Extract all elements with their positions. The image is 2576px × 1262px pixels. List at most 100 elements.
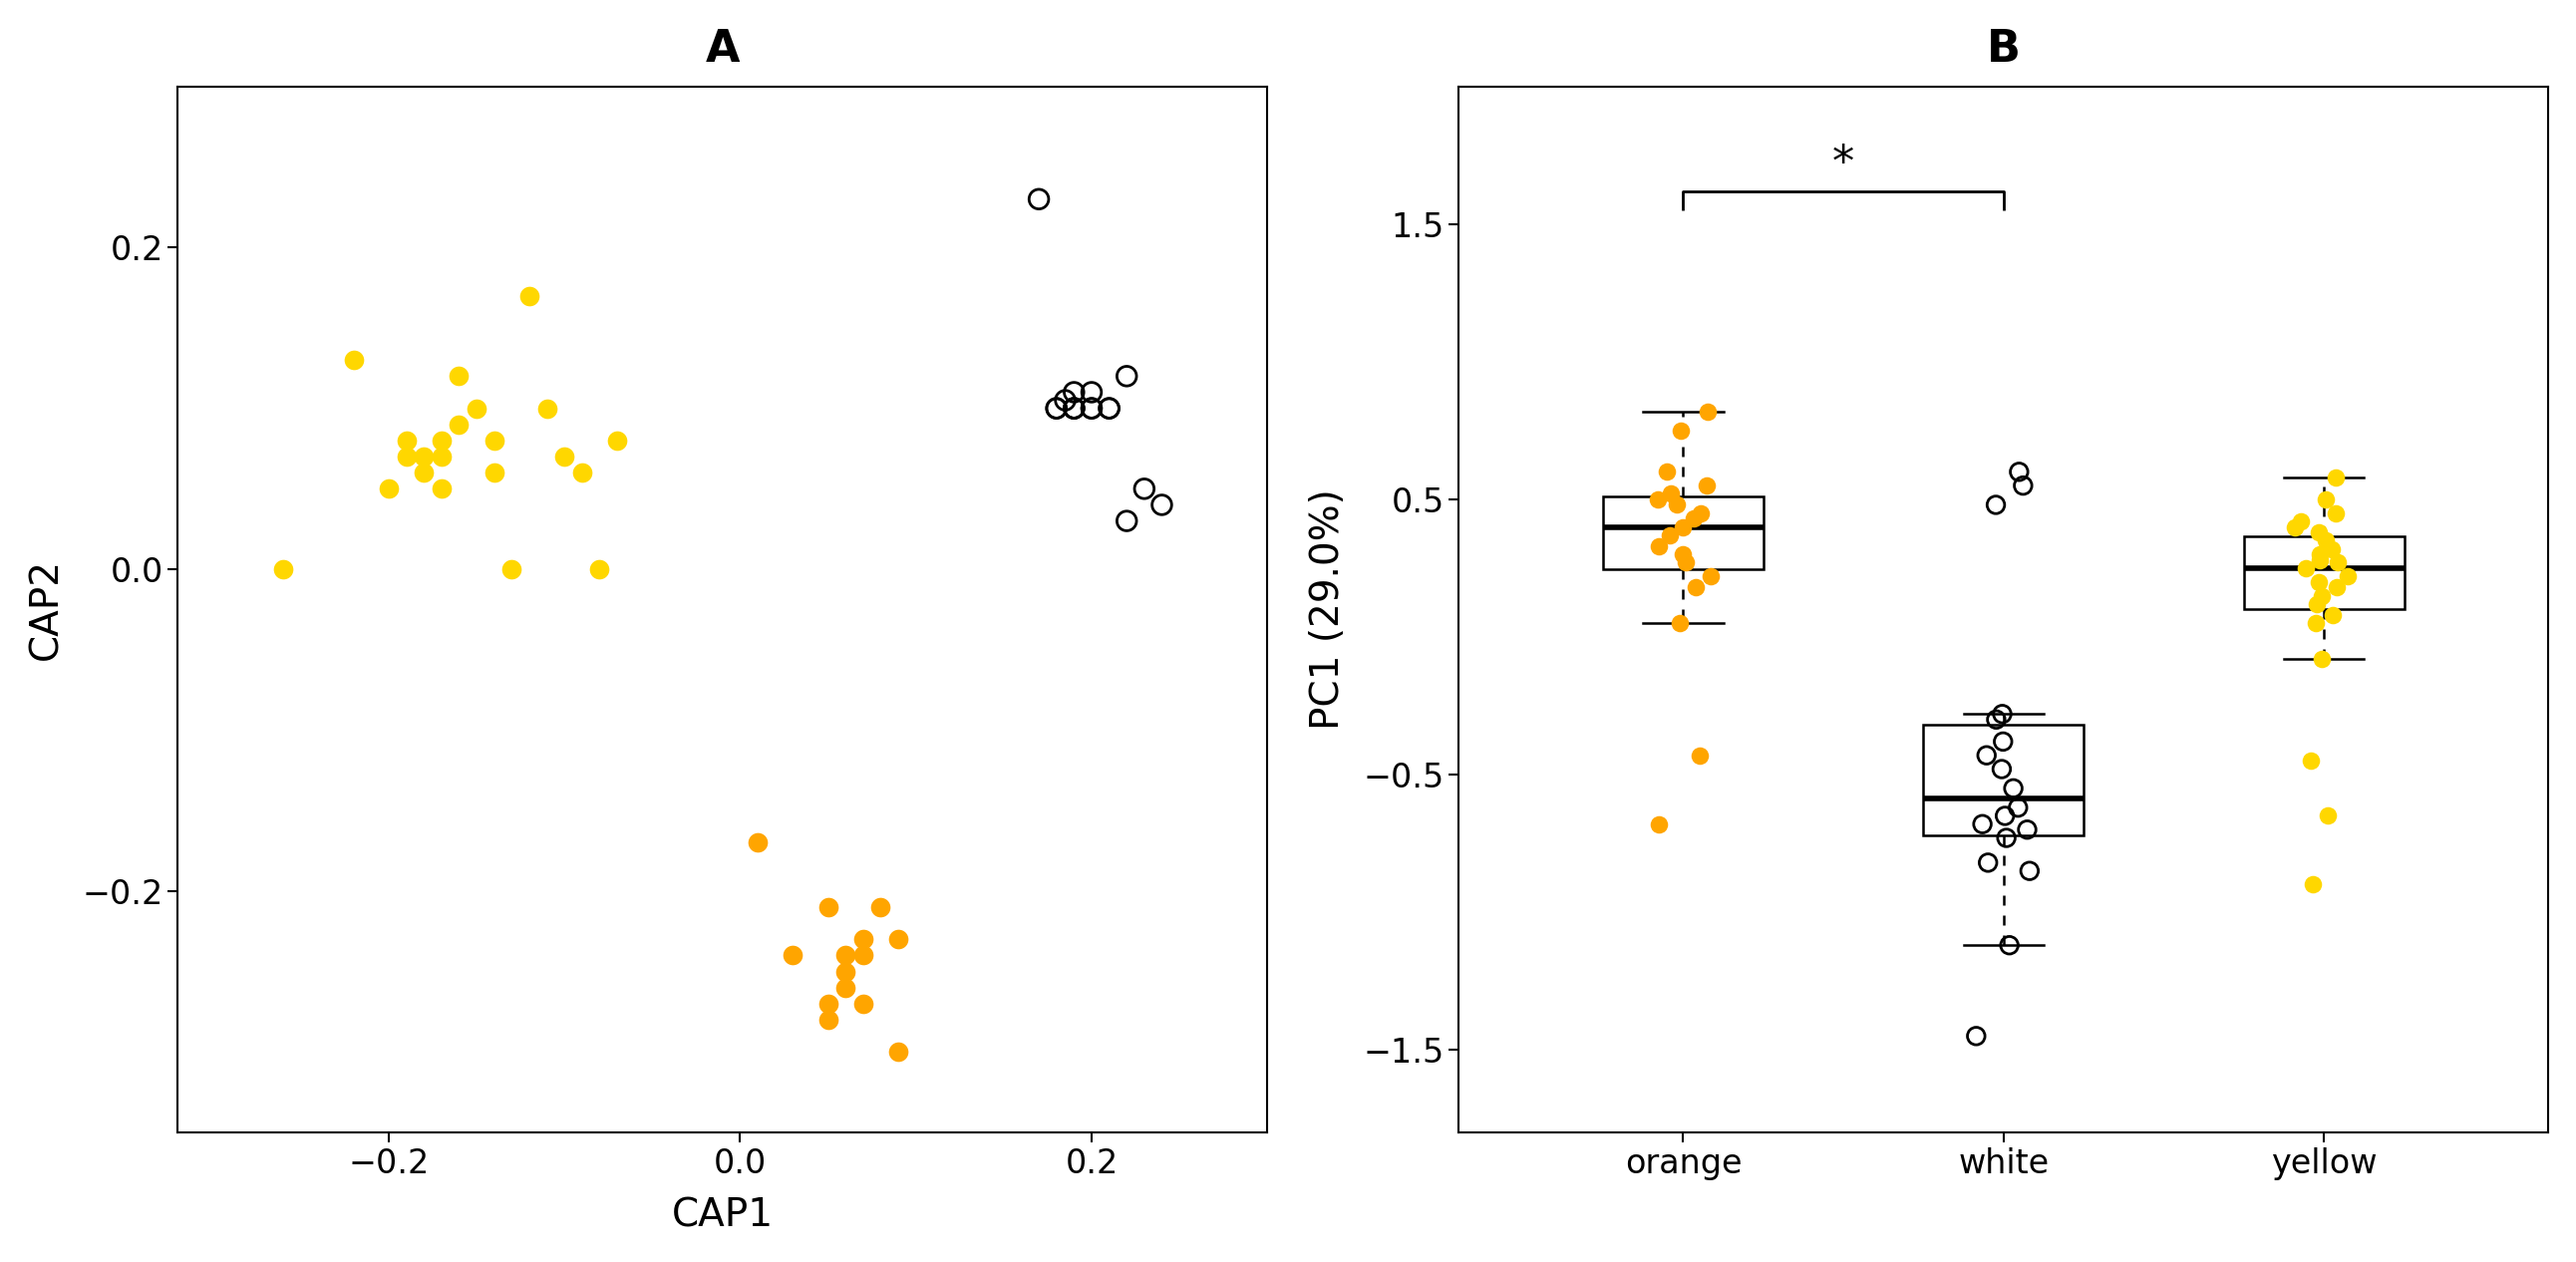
Point: [2300, 586, 2342, 606]
Point: [2009, 861, 2050, 881]
Point: [842, 929, 884, 949]
Point: [1054, 382, 1095, 403]
Point: [2311, 539, 2352, 559]
Point: [1646, 462, 1687, 482]
Point: [1965, 746, 2007, 766]
Point: [2306, 490, 2347, 510]
Point: [878, 929, 920, 949]
Point: [2275, 516, 2316, 536]
Point: [1638, 490, 1680, 510]
Point: [598, 430, 639, 451]
Point: [1072, 399, 1113, 419]
Point: [842, 993, 884, 1013]
Point: [773, 945, 814, 965]
Point: [1141, 495, 1182, 515]
Point: [2290, 751, 2331, 771]
Point: [1054, 399, 1095, 419]
Point: [2308, 805, 2349, 825]
Point: [1638, 814, 1680, 834]
Point: [1638, 536, 1680, 557]
Point: [2300, 544, 2342, 564]
Point: [1999, 462, 2040, 482]
Point: [562, 463, 603, 483]
Point: [1662, 544, 1703, 564]
Point: [332, 350, 374, 370]
Point: [492, 559, 533, 579]
Point: [2298, 522, 2339, 543]
Point: [404, 463, 446, 483]
Point: [420, 430, 461, 451]
Point: [1968, 853, 2009, 873]
Text: *: *: [1832, 143, 1855, 186]
Point: [1963, 814, 2004, 834]
Point: [420, 478, 461, 498]
Point: [1105, 366, 1146, 386]
Point: [2300, 649, 2342, 669]
Point: [1687, 401, 1728, 422]
Point: [1649, 525, 1690, 545]
Title: B: B: [1986, 28, 2020, 71]
Point: [2293, 875, 2334, 895]
Point: [1984, 732, 2025, 752]
Point: [1996, 798, 2038, 818]
Point: [1976, 495, 2017, 515]
Point: [1072, 382, 1113, 403]
Point: [474, 430, 515, 451]
PathPatch shape: [2244, 536, 2403, 610]
Point: [860, 897, 902, 917]
Point: [2295, 594, 2336, 615]
Point: [1687, 476, 1728, 496]
Point: [2285, 558, 2326, 578]
Point: [474, 463, 515, 483]
Point: [1018, 189, 1059, 209]
Point: [507, 285, 549, 305]
Point: [1674, 577, 1716, 597]
Point: [806, 1010, 848, 1030]
Point: [1123, 478, 1164, 498]
Point: [1664, 553, 1705, 573]
Point: [2306, 530, 2347, 550]
Point: [806, 897, 848, 917]
Point: [1072, 399, 1113, 419]
Point: [2280, 511, 2321, 531]
Title: A: A: [706, 28, 739, 71]
Point: [1955, 1026, 1996, 1046]
Point: [824, 962, 866, 982]
Point: [386, 430, 428, 451]
Point: [438, 366, 479, 386]
Point: [404, 447, 446, 467]
Point: [438, 414, 479, 434]
Point: [2316, 577, 2357, 597]
Point: [2002, 476, 2043, 496]
Point: [1989, 935, 2030, 955]
Point: [2298, 572, 2339, 592]
Point: [1090, 399, 1131, 419]
Point: [580, 559, 621, 579]
Point: [386, 447, 428, 467]
Point: [1054, 399, 1095, 419]
Point: [2326, 567, 2367, 587]
Point: [2316, 504, 2357, 524]
Point: [1976, 709, 2017, 729]
Point: [2313, 604, 2354, 625]
Point: [1981, 704, 2022, 724]
Point: [368, 478, 410, 498]
Point: [263, 559, 304, 579]
Point: [1046, 390, 1087, 410]
Point: [1662, 516, 1703, 536]
Point: [842, 945, 884, 965]
Point: [2295, 613, 2336, 634]
Point: [2298, 550, 2339, 570]
Point: [1651, 483, 1692, 504]
Point: [420, 447, 461, 467]
X-axis label: CAP1: CAP1: [672, 1196, 773, 1234]
Point: [1105, 511, 1146, 531]
Point: [1054, 399, 1095, 419]
Point: [526, 399, 567, 419]
Point: [1994, 779, 2035, 799]
Point: [824, 978, 866, 998]
Point: [878, 1042, 920, 1063]
Point: [2316, 467, 2357, 487]
Point: [1984, 805, 2025, 825]
Point: [456, 399, 497, 419]
